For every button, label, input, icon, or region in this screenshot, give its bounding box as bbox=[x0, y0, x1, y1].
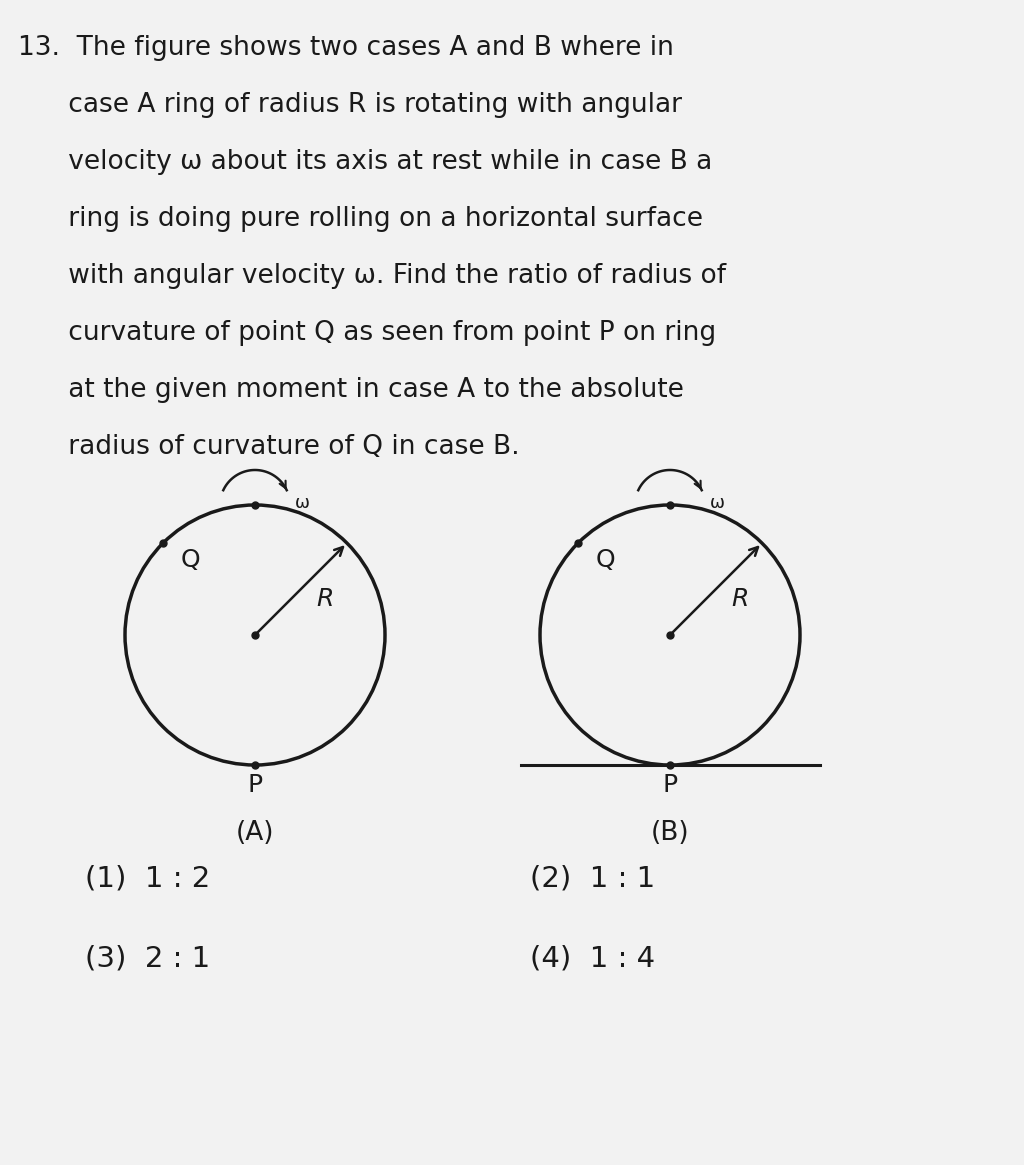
Text: R: R bbox=[731, 587, 749, 610]
Text: (1)  1 : 2: (1) 1 : 2 bbox=[85, 864, 210, 894]
Text: P: P bbox=[248, 774, 262, 797]
Text: radius of curvature of Q in case B.: radius of curvature of Q in case B. bbox=[18, 435, 519, 460]
Text: curvature of point Q as seen from point P on ring: curvature of point Q as seen from point … bbox=[18, 320, 716, 346]
Text: (2)  1 : 1: (2) 1 : 1 bbox=[530, 864, 655, 894]
Text: P: P bbox=[663, 774, 678, 797]
Text: ω: ω bbox=[710, 494, 725, 511]
Text: (4)  1 : 4: (4) 1 : 4 bbox=[530, 945, 655, 973]
Text: velocity ω about its axis at rest while in case B a: velocity ω about its axis at rest while … bbox=[18, 149, 713, 175]
Text: (B): (B) bbox=[650, 820, 689, 846]
Text: Q: Q bbox=[596, 548, 615, 572]
Text: ω: ω bbox=[295, 494, 310, 511]
Text: case A ring of radius R is rotating with angular: case A ring of radius R is rotating with… bbox=[18, 92, 682, 118]
Text: at the given moment in case A to the absolute: at the given moment in case A to the abs… bbox=[18, 377, 684, 403]
Text: ring is doing pure rolling on a horizontal surface: ring is doing pure rolling on a horizont… bbox=[18, 206, 703, 232]
Text: 13.  The figure shows two cases A and B where in: 13. The figure shows two cases A and B w… bbox=[18, 35, 674, 61]
Text: Q: Q bbox=[181, 548, 201, 572]
Text: R: R bbox=[316, 587, 334, 610]
Text: (3)  2 : 1: (3) 2 : 1 bbox=[85, 945, 210, 973]
Text: with angular velocity ω. Find the ratio of radius of: with angular velocity ω. Find the ratio … bbox=[18, 263, 726, 289]
Text: (A): (A) bbox=[236, 820, 274, 846]
